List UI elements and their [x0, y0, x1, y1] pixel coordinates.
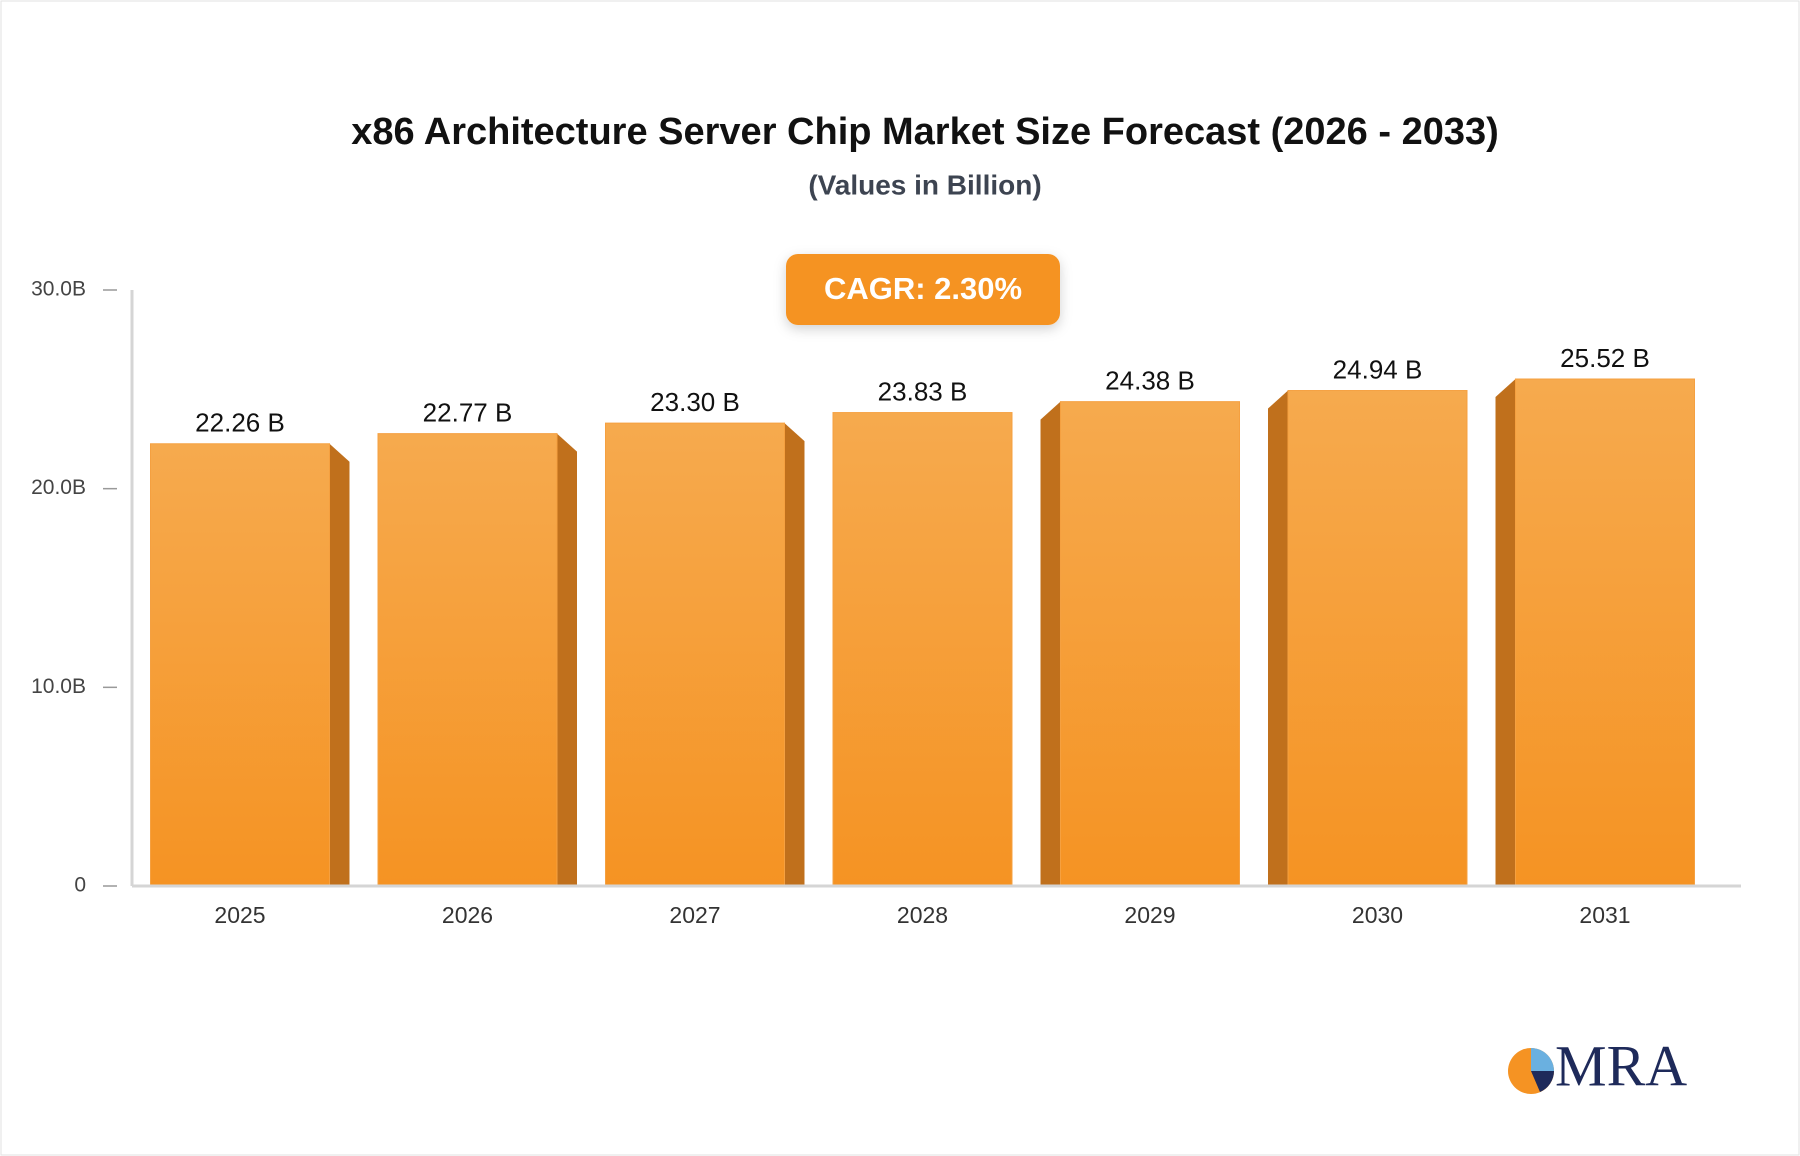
chart-title: x86 Architecture Server Chip Market Size…	[351, 111, 1499, 153]
y-tick-label: 30.0B	[31, 278, 86, 301]
y-tick-label: 20.0B	[31, 476, 86, 499]
x-tick-label: 2029	[1124, 902, 1175, 928]
bar-side	[329, 443, 350, 886]
bar	[1287, 390, 1468, 887]
x-tick-label: 2031	[1579, 902, 1630, 928]
bar	[1515, 378, 1695, 887]
value-label: 25.52 B	[1560, 343, 1650, 373]
value-label: 23.30 B	[650, 387, 740, 417]
y-tick-label: 0	[74, 874, 86, 897]
x-tick-label: 2025	[214, 902, 265, 928]
logo: MRA	[1508, 1033, 1687, 1098]
x-tick-label: 2027	[669, 902, 720, 928]
bar	[605, 422, 785, 887]
logo-mark-slice	[1531, 1048, 1554, 1071]
value-label: 22.26 B	[195, 408, 285, 438]
value-label: 24.38 B	[1105, 366, 1195, 396]
x-tick-label: 2030	[1352, 902, 1403, 928]
cagr-label: CAGR: 2.30%	[824, 271, 1022, 306]
bar-side	[784, 423, 805, 886]
x-tick-label: 2028	[897, 902, 948, 928]
value-label: 22.77 B	[423, 398, 513, 428]
bar	[1060, 401, 1240, 887]
value-label: 24.94 B	[1333, 354, 1423, 384]
bar-side	[557, 433, 577, 886]
bar-side	[1495, 379, 1516, 886]
cagr-badge	[786, 254, 1060, 325]
x-tick-label: 2026	[442, 902, 493, 928]
bar-side	[1040, 401, 1061, 886]
bar	[832, 412, 1013, 887]
y-tick-label: 10.0B	[31, 675, 86, 698]
chart-subtitle: (Values in Billion)	[808, 169, 1041, 200]
value-label: 23.83 B	[878, 376, 968, 406]
bar	[150, 443, 330, 887]
logo-text: MRA	[1555, 1033, 1687, 1098]
bar	[377, 433, 558, 887]
logo-mark-slice	[1531, 1071, 1554, 1092]
bar-side	[1268, 390, 1288, 886]
